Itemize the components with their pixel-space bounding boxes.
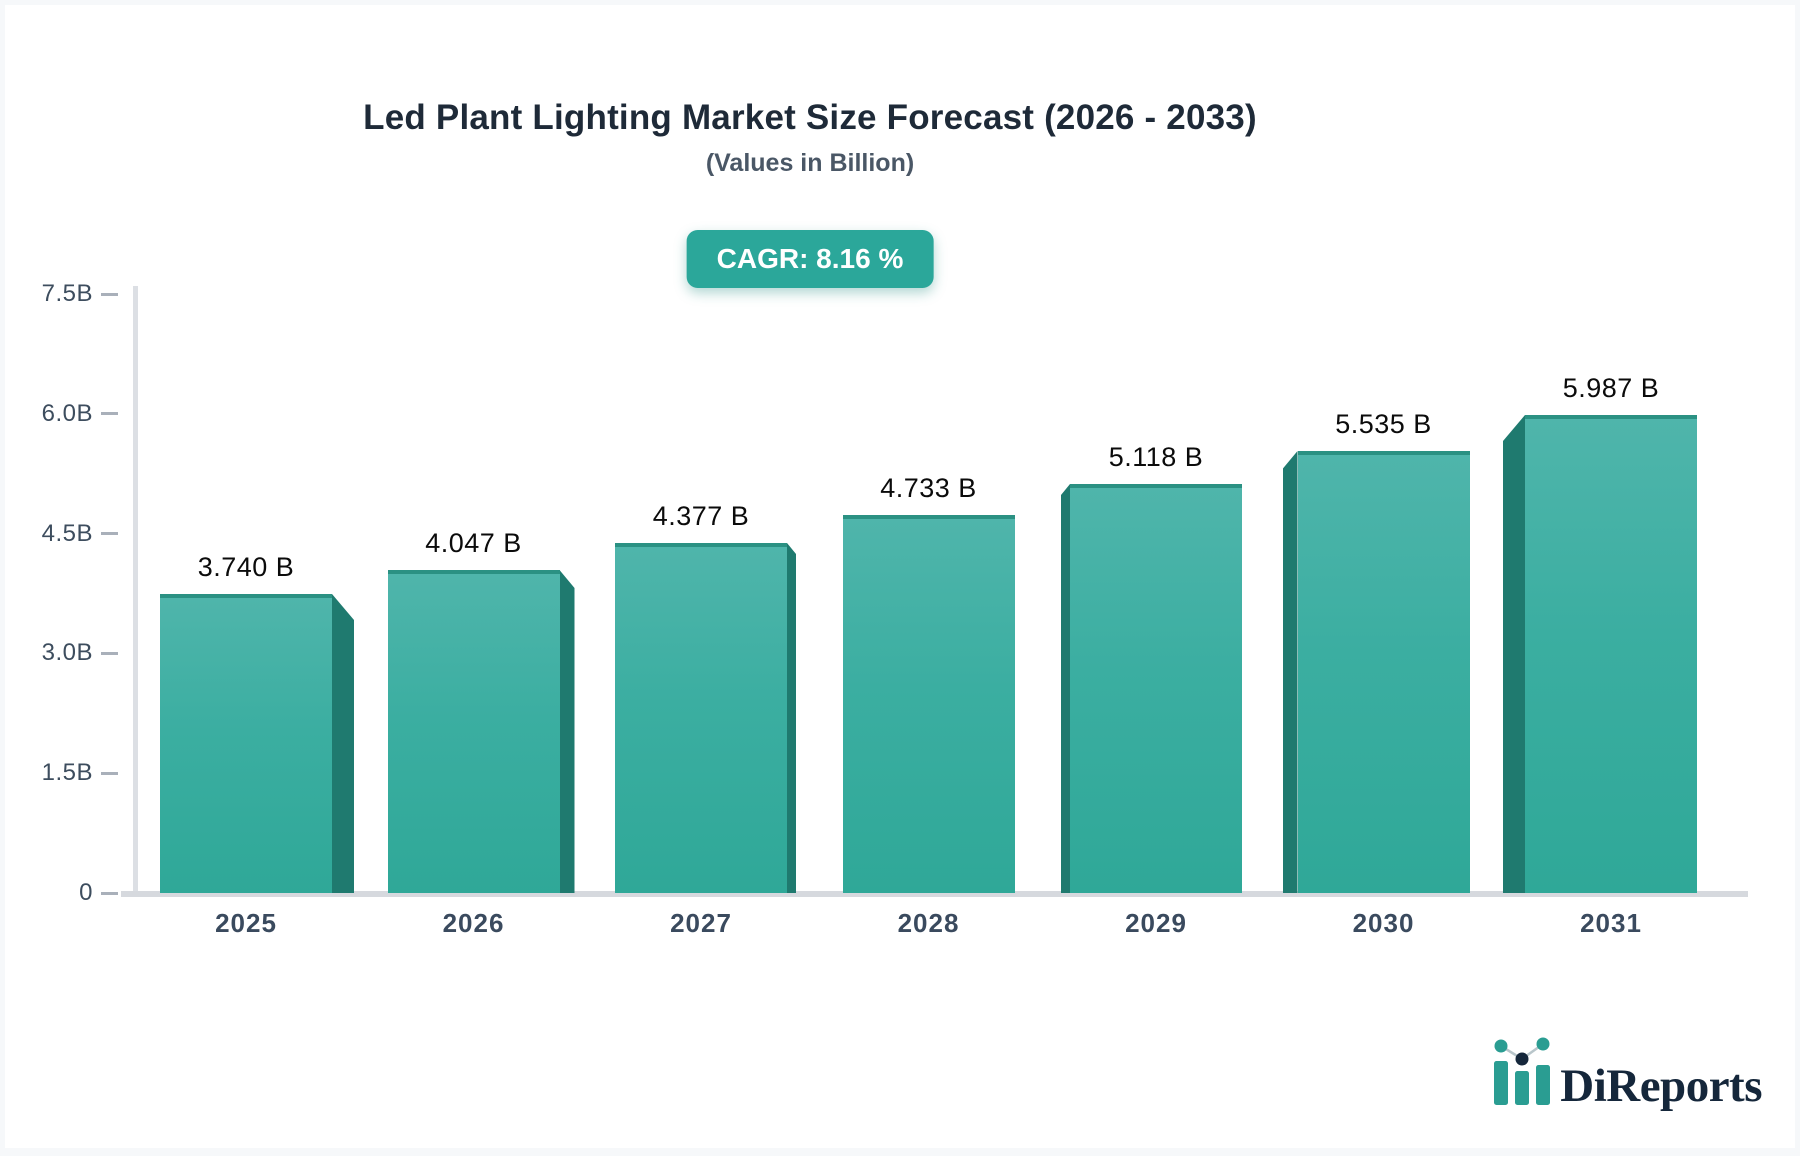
y-tick-label: 4.5B <box>41 519 93 547</box>
bar-value-label: 5.535 B <box>1335 409 1432 439</box>
bar-value-label: 4.733 B <box>880 473 977 503</box>
y-tick-label: 1.5B <box>41 759 93 787</box>
bar-value-label: 5.118 B <box>1108 442 1204 472</box>
y-tick-mark <box>101 292 118 296</box>
bar-2030 <box>1297 451 1470 893</box>
x-axis-label: 2026 <box>442 908 505 938</box>
x-axis-label: 2031 <box>1580 908 1642 938</box>
bar-3d-side <box>559 570 575 893</box>
x-axis-label: 2027 <box>670 908 732 938</box>
bar-2027 <box>615 543 787 893</box>
y-tick-mark <box>101 532 118 536</box>
bar-value-label: 4.377 B <box>652 501 750 531</box>
bar-2031 <box>1525 415 1697 893</box>
y-tick-label: 7.5B <box>41 280 93 307</box>
direports-logo: DiReports <box>1490 1033 1762 1113</box>
x-axis-label: 2029 <box>1125 908 1187 938</box>
chart-canvas: Led Plant Lighting Market Size Forecast … <box>5 5 1795 1148</box>
y-tick-label: 0 <box>79 879 93 906</box>
bar-2028 <box>842 515 1015 893</box>
y-tick-mark <box>101 771 118 775</box>
x-axis-label: 2025 <box>215 908 277 938</box>
x-axis-label: 2028 <box>897 908 960 938</box>
bar-2029 <box>1070 484 1242 893</box>
bar-3d-side <box>787 543 796 893</box>
bar-line-chart-icon <box>1494 1037 1551 1105</box>
logo-text: DiReports <box>1560 1060 1762 1113</box>
bar-value-label: 3.740 B <box>197 552 295 582</box>
bar-value-label: 4.047 B <box>425 528 522 558</box>
chart-subtitle: (Values in Billion) <box>705 149 915 177</box>
y-tick-label: 6.0B <box>41 399 93 427</box>
bar-2025 <box>160 594 332 893</box>
bar-2026 <box>387 570 560 893</box>
bar-value-label: 5.987 B <box>1562 373 1660 403</box>
y-tick-mark <box>101 891 118 895</box>
bar-3d-side <box>332 594 354 893</box>
bar-3d-side <box>1503 415 1525 893</box>
y-tick-label: 3.0B <box>41 639 93 667</box>
bar-3d-side <box>1061 484 1070 893</box>
y-tick-mark <box>101 651 118 655</box>
bar-3d-side <box>1282 451 1298 893</box>
y-tick-mark <box>101 412 118 416</box>
cagr-badge: CAGR: 8.16 % <box>686 230 934 288</box>
bar-chart: 7.5B 6.0B 4.5B 3.0B 1.5B 0 3.740 B 2025 4.047 B 2… <box>5 5 1795 1148</box>
chart-title: Led Plant Lighting Market Size Forecast … <box>363 98 1257 137</box>
y-axis-line <box>133 286 138 896</box>
x-axis-line <box>121 891 1748 897</box>
x-axis-label: 2030 <box>1352 908 1415 938</box>
